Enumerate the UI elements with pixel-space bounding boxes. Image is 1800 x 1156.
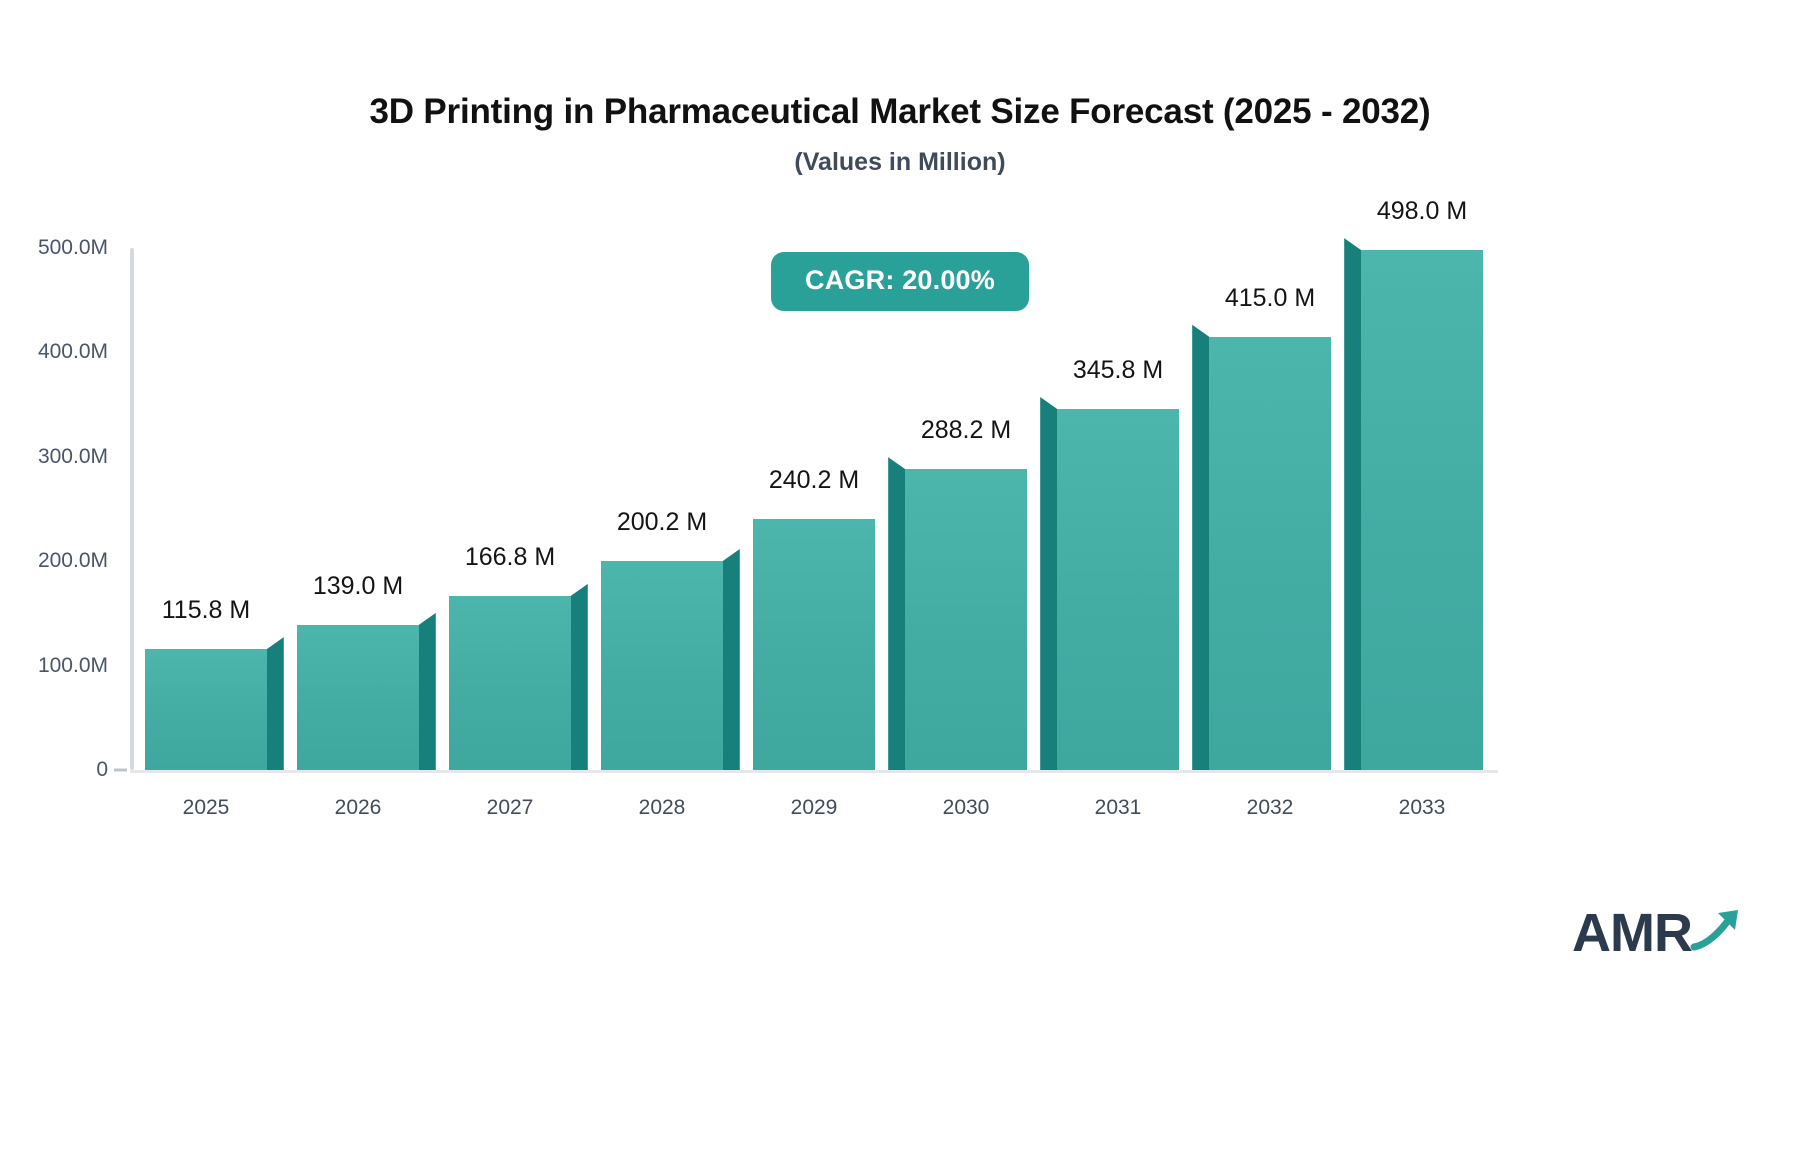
bar-group: 166.8 M 2027 xyxy=(434,248,588,819)
x-axis-tick-label: 2028 xyxy=(638,796,686,819)
bar-side-face xyxy=(266,637,284,770)
x-axis-tick-label: 2029 xyxy=(790,796,838,819)
bar-group: 115.8 M 2025 xyxy=(130,248,284,819)
bar-front-face xyxy=(1209,336,1331,770)
y-axis-tick-label: 0 xyxy=(96,758,108,781)
bar[interactable]: 345.8 M xyxy=(1040,356,1179,770)
y-axis-tick-mark xyxy=(114,768,127,772)
cagr-badge: CAGR: 20.00% xyxy=(771,252,1029,311)
bar-side-face xyxy=(570,583,588,770)
bar-group: 139.0 M 2026 xyxy=(282,248,436,819)
bar[interactable]: 200.2 M xyxy=(601,508,740,770)
bar-front-face xyxy=(297,624,419,770)
bar-value-label: 288.2 M xyxy=(920,416,1012,445)
x-axis-tick-label: 2025 xyxy=(182,796,230,819)
x-axis-tick-label: 2027 xyxy=(486,796,534,819)
bar-group: 200.2 M 2028 xyxy=(586,248,740,819)
y-axis-tick-label: 500.0M xyxy=(37,236,108,259)
bar-side-face xyxy=(1344,238,1362,770)
y-axis-tick-label: 400.0M xyxy=(37,340,108,364)
y-axis-line xyxy=(130,248,134,770)
bar-front-face xyxy=(449,595,571,770)
x-axis-tick-label: 2030 xyxy=(942,796,990,819)
bar[interactable]: 240.2 M xyxy=(753,466,875,770)
bar-side-face xyxy=(418,612,436,770)
bar-front-face xyxy=(1057,409,1179,770)
bar[interactable]: 288.2 M xyxy=(888,416,1027,770)
bar-value-label: 115.8 M xyxy=(161,596,251,625)
x-axis-line xyxy=(130,770,1498,773)
bar-group: 288.2 M 2030 xyxy=(888,248,1042,819)
bar-front-face xyxy=(145,649,267,770)
bar-front-face xyxy=(601,561,723,770)
bar-group: 415.0 M 2032 xyxy=(1192,248,1346,819)
bar[interactable]: 166.8 M xyxy=(449,543,588,770)
bar-group: 345.8 M 2031 xyxy=(1040,248,1194,819)
chart-title: 3D Printing in Pharmaceutical Market Siz… xyxy=(369,92,1431,131)
y-axis-tick-label: 200.0M xyxy=(37,549,108,573)
y-axis-tick-label: 300.0M xyxy=(37,444,108,468)
bar[interactable]: 115.8 M xyxy=(145,596,284,770)
bar-series: 115.8 M 2025 139.0 M 2026 166.8 M 2027 200.2 M… xyxy=(130,197,1498,819)
amr-logo: AMR xyxy=(1572,905,1744,960)
bar-group: 498.0 M 2033 xyxy=(1344,197,1498,819)
bar-value-label: 200.2 M xyxy=(616,508,708,536)
bar[interactable]: 498.0 M xyxy=(1344,197,1483,770)
bar[interactable]: 139.0 M xyxy=(297,572,436,770)
bar-side-face xyxy=(1192,324,1210,770)
bar-front-face xyxy=(905,469,1027,770)
bar[interactable]: 415.0 M xyxy=(1192,284,1331,770)
chart-subtitle: (Values in Million) xyxy=(794,148,1006,177)
bar-side-face xyxy=(888,457,906,770)
bar-group: 240.2 M 2029 xyxy=(738,248,890,819)
bar-side-face xyxy=(722,549,740,770)
x-axis-tick-label: 2032 xyxy=(1246,796,1294,819)
bar-value-label: 166.8 M xyxy=(464,542,556,571)
bar-value-label: 415.0 M xyxy=(1224,283,1316,312)
bar-front-face xyxy=(1361,250,1483,770)
growth-arrow-icon xyxy=(1690,905,1744,956)
bar-side-face xyxy=(1040,397,1058,770)
x-axis-tick-label: 2031 xyxy=(1094,796,1142,819)
amr-logo-text: AMR xyxy=(1572,903,1693,963)
plot-area: 0 100.0M 200.0M 300.0M 400.0M 500.0M 115.8 M 2… xyxy=(38,197,1498,819)
bar-front-face xyxy=(753,519,875,770)
title-block: 3D Printing in Pharmaceutical Market Siz… xyxy=(0,92,1800,177)
bar-value-label: 240.2 M xyxy=(768,466,860,495)
bar-value-label: 345.8 M xyxy=(1072,356,1164,384)
y-axis-tick-label: 100.0M xyxy=(37,653,108,677)
bar-value-label: 139.0 M xyxy=(312,571,404,600)
bar-value-label: 498.0 M xyxy=(1376,197,1468,226)
x-axis-tick-label: 2033 xyxy=(1398,796,1446,819)
x-axis-tick-label: 2026 xyxy=(334,796,382,819)
